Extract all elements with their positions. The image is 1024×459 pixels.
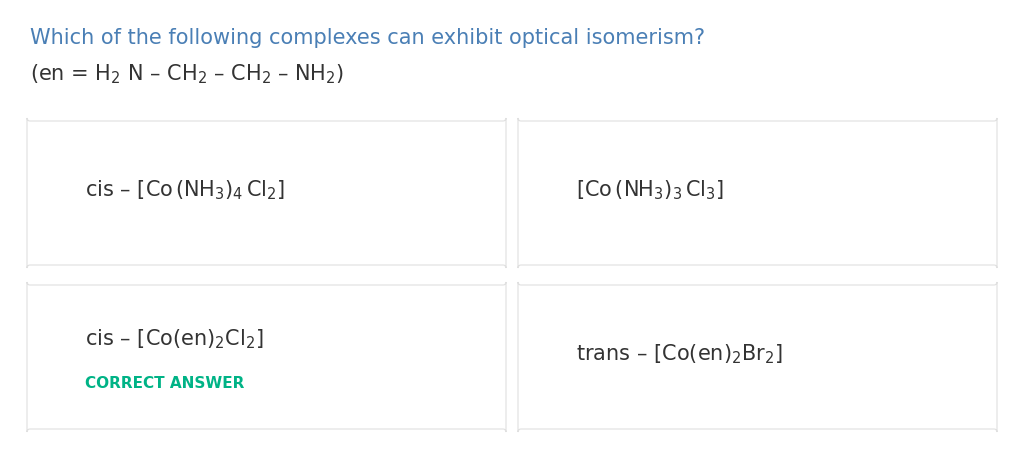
Text: Which of the following complexes can exhibit optical isomerism?: Which of the following complexes can exh…: [30, 28, 706, 48]
Text: (en = H$_2$ N – CH$_2$ – CH$_2$ – NH$_2$): (en = H$_2$ N – CH$_2$ – CH$_2$ – NH$_2$…: [30, 62, 344, 85]
Text: cis – [Co(en)$_2$Cl$_2$]: cis – [Co(en)$_2$Cl$_2$]: [85, 327, 263, 351]
FancyBboxPatch shape: [518, 118, 997, 268]
FancyBboxPatch shape: [27, 282, 506, 432]
FancyBboxPatch shape: [518, 282, 997, 432]
Text: cis – [Co$\,(\mathrm{NH}_3)_4\,$Cl$_2$]: cis – [Co$\,(\mathrm{NH}_3)_4\,$Cl$_2$]: [85, 178, 285, 202]
Text: CORRECT ANSWER: CORRECT ANSWER: [85, 376, 245, 392]
Text: [Co$\,(\mathrm{NH}_3)_3\,$Cl$_3$]: [Co$\,(\mathrm{NH}_3)_3\,$Cl$_3$]: [575, 178, 724, 202]
Text: trans – [Co(en)$_2$Br$_2$]: trans – [Co(en)$_2$Br$_2$]: [575, 342, 782, 366]
FancyBboxPatch shape: [27, 118, 506, 268]
